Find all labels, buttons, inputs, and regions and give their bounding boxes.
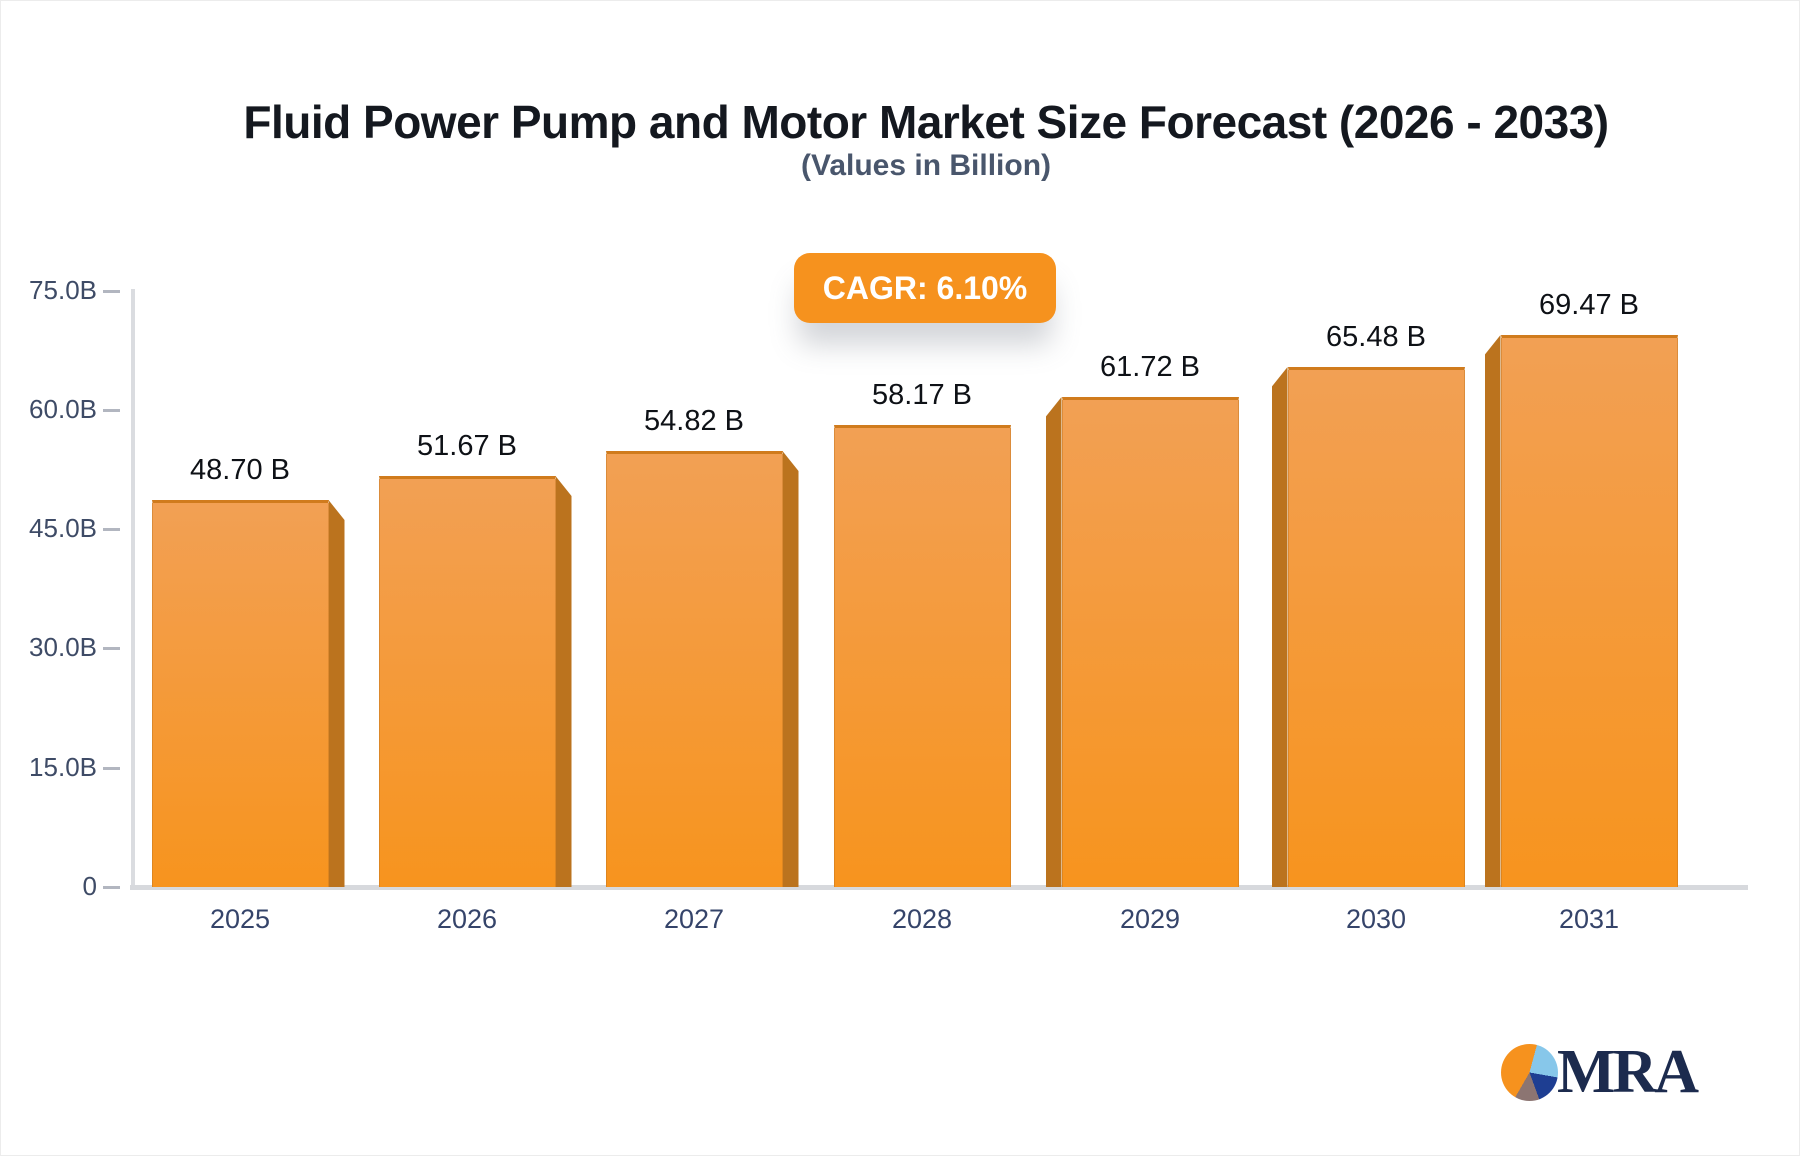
bar-value-label: 58.17 B (872, 379, 972, 411)
x-tick-label: 2029 (1119, 904, 1181, 934)
bar-3d-side (1484, 335, 1501, 887)
bar-2030 (1287, 367, 1465, 887)
bar-value-label: 54.82 B (644, 405, 744, 437)
chart-subtitle: (Values in Billion) (800, 149, 1052, 182)
bar-2031 (1500, 335, 1678, 887)
pie-chart-logo-icon (1501, 1044, 1558, 1101)
y-axis-line (131, 289, 135, 887)
bar-value-label: 69.47 B (1539, 289, 1639, 321)
x-tick-label: 2027 (663, 904, 725, 934)
cagr-badge: CAGR: 6.10% (794, 253, 1056, 323)
x-tick-label: 2030 (1345, 904, 1407, 934)
y-tick-label: 15.0B (29, 752, 97, 782)
bar-value-label: 51.67 B (417, 430, 517, 462)
y-tick-mark (103, 647, 120, 650)
y-tick-mark (103, 528, 120, 531)
bar-value-label: 48.70 B (190, 454, 290, 486)
bar-3d-side (328, 500, 345, 887)
bar-3d-side (1045, 397, 1062, 887)
y-tick-mark (103, 886, 120, 889)
bar-3d-side (1271, 367, 1288, 887)
bar-2027 (605, 451, 783, 887)
bar-value-label: 65.48 B (1326, 321, 1426, 353)
y-tick-label: 45.0B (29, 513, 97, 543)
x-tick-label: 2025 (209, 904, 271, 934)
y-tick-mark (103, 409, 120, 412)
bar-3d-side (555, 476, 572, 887)
bar-2028 (833, 425, 1011, 887)
x-tick-label: 2026 (436, 904, 498, 934)
bar-value-label: 61.72 B (1100, 351, 1200, 383)
logo-text: MRA (1557, 1038, 1699, 1106)
y-tick-label: 0 (82, 871, 97, 901)
y-tick-label: 75.0B (29, 275, 97, 305)
bar-2029 (1061, 397, 1239, 887)
bar-2025 (151, 500, 329, 887)
y-tick-mark (103, 290, 120, 293)
bar-3d-side (782, 451, 799, 887)
bar-2026 (378, 476, 556, 887)
x-tick-label: 2028 (891, 904, 953, 934)
mra-logo: MRA (1501, 1037, 1761, 1107)
y-tick-label: 30.0B (29, 632, 97, 662)
y-tick-mark (103, 767, 120, 770)
x-axis-baseline (130, 885, 1748, 890)
x-tick-label: 2031 (1558, 904, 1620, 934)
chart-title: Fluid Power Pump and Motor Market Size F… (243, 96, 1609, 148)
y-tick-label: 60.0B (29, 394, 97, 424)
